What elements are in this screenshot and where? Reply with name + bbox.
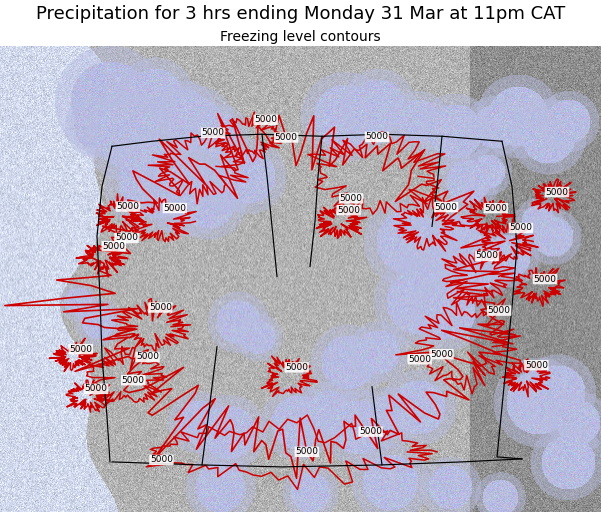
- Text: 5000: 5000: [122, 376, 145, 385]
- Text: 5000: 5000: [510, 223, 532, 232]
- Text: 5000: 5000: [149, 303, 172, 312]
- Text: 5000: 5000: [285, 363, 308, 372]
- Text: 5000: 5000: [115, 233, 138, 242]
- Text: 5000: 5000: [201, 129, 225, 137]
- Text: 5000: 5000: [254, 115, 277, 124]
- Text: 5000: 5000: [430, 350, 453, 359]
- Text: 5000: 5000: [534, 274, 557, 284]
- Text: 5000: 5000: [484, 204, 507, 212]
- Text: 5000: 5000: [488, 306, 511, 315]
- Text: 5000: 5000: [337, 205, 360, 215]
- Text: Precipitation for 3 hrs ending Monday 31 Mar at 11pm CAT: Precipitation for 3 hrs ending Monday 31…: [36, 5, 565, 23]
- Text: 5000: 5000: [150, 455, 173, 464]
- Text: 5000: 5000: [102, 242, 126, 251]
- Text: 5000: 5000: [365, 133, 388, 141]
- Text: 5000: 5000: [435, 203, 457, 211]
- Text: 5000: 5000: [475, 251, 498, 261]
- Text: 5000: 5000: [69, 345, 93, 354]
- Text: 5000: 5000: [525, 361, 548, 370]
- Text: 5000: 5000: [340, 194, 362, 203]
- Text: 5000: 5000: [85, 385, 108, 393]
- Text: Freezing level contours: Freezing level contours: [220, 30, 381, 44]
- Text: 5000: 5000: [163, 203, 186, 212]
- Text: 5000: 5000: [136, 352, 159, 361]
- Text: 5000: 5000: [408, 355, 431, 364]
- Text: 5000: 5000: [295, 447, 319, 456]
- Text: 5000: 5000: [275, 133, 297, 142]
- Text: 5000: 5000: [117, 202, 139, 211]
- Text: 5000: 5000: [546, 187, 569, 197]
- Text: 5000: 5000: [359, 427, 382, 436]
